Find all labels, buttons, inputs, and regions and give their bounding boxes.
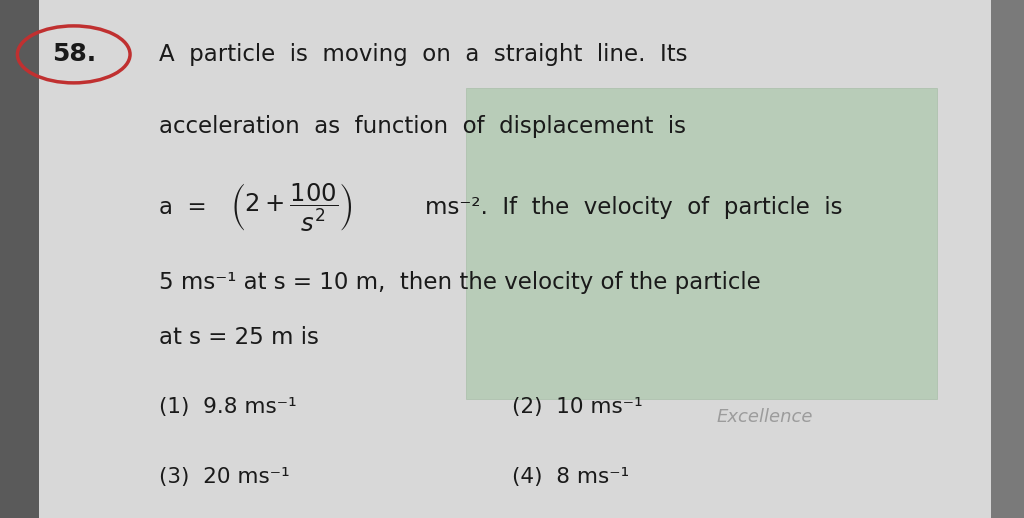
Text: (4)  8 ms⁻¹: (4) 8 ms⁻¹: [512, 467, 629, 486]
Text: a  =: a =: [159, 196, 207, 219]
Bar: [991, 0, 1024, 518]
Text: at s = 25 m is: at s = 25 m is: [159, 326, 318, 349]
Text: $\left(2+\dfrac{100}{s^{2}}\right)$: $\left(2+\dfrac{100}{s^{2}}\right)$: [230, 181, 352, 233]
Bar: [0, 0, 39, 518]
Text: Excellence: Excellence: [717, 408, 813, 426]
Bar: [466, 88, 937, 399]
Text: (3)  20 ms⁻¹: (3) 20 ms⁻¹: [159, 467, 290, 486]
Text: 58.: 58.: [51, 42, 96, 66]
Text: (2)  10 ms⁻¹: (2) 10 ms⁻¹: [512, 397, 643, 416]
Text: A  particle  is  moving  on  a  straight  line.  Its: A particle is moving on a straight line.…: [159, 43, 687, 66]
Text: (1)  9.8 ms⁻¹: (1) 9.8 ms⁻¹: [159, 397, 296, 416]
Text: 5 ms⁻¹ at s = 10 m,  then the velocity of the particle: 5 ms⁻¹ at s = 10 m, then the velocity of…: [159, 271, 761, 294]
Text: ms⁻².  If  the  velocity  of  particle  is: ms⁻². If the velocity of particle is: [425, 196, 843, 219]
Text: acceleration  as  function  of  displacement  is: acceleration as function of displacement…: [159, 116, 686, 138]
